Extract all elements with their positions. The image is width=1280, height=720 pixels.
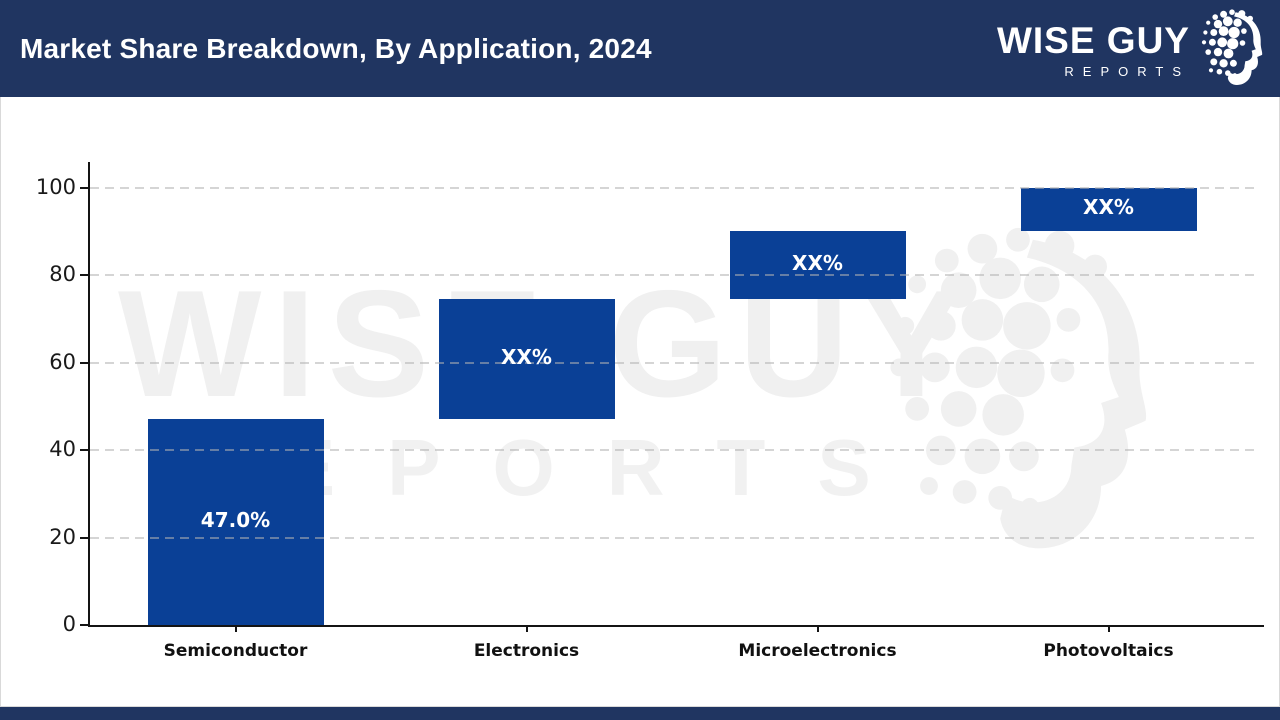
y-axis-tick [80, 449, 90, 451]
face-profile-icon [1201, 9, 1263, 86]
y-axis-tick [80, 536, 90, 539]
header: Market Share Breakdown, By Application, … [0, 0, 1280, 97]
x-axis-tick [816, 625, 819, 632]
logo-subtitle: REPORTS [1064, 63, 1190, 79]
y-axis-tick [80, 624, 90, 626]
bar-photovoltaics [1020, 187, 1197, 232]
gridline-80 [90, 274, 1254, 276]
gridline-40 [90, 449, 1254, 451]
bar-electronics [438, 299, 615, 420]
x-axis-category-label: Semiconductor [163, 641, 308, 661]
bar-microelectronics [729, 231, 906, 300]
bar-value-label: XX% [792, 251, 843, 276]
page-title: Market Share Breakdown, By Application, … [20, 32, 652, 64]
x-axis-category-label: Microelectronics [738, 641, 897, 661]
x-axis-category-label: Photovoltaics [1043, 641, 1174, 661]
bar-value-label: XX% [501, 345, 552, 370]
y-axis-tick [80, 274, 90, 276]
y-axis-tick [80, 186, 90, 189]
y-axis-tick-label: 40 [49, 437, 76, 461]
x-axis-tick [234, 625, 237, 632]
y-axis-tick-label: 60 [49, 349, 76, 374]
bar-value-label: 47.0% [200, 508, 271, 533]
bar-semiconductor [147, 419, 324, 625]
x-axis-tick [525, 625, 528, 632]
logo-name: WISE GUY [996, 19, 1190, 61]
bar-value-label: XX% [1083, 195, 1134, 220]
wise-guy-logo: WISE GUY REPORTS [997, 8, 1270, 92]
y-axis-line [88, 162, 90, 627]
y-axis-tick-label: 20 [49, 524, 76, 549]
gridline-60 [90, 361, 1254, 364]
y-axis-tick-label: 80 [49, 262, 76, 286]
y-axis-tick [80, 361, 90, 364]
x-axis-category-label: Electronics [473, 641, 580, 661]
gridline-20 [90, 536, 1254, 539]
y-axis-tick-label: 0 [62, 612, 76, 636]
x-axis-line [88, 625, 1264, 627]
logo-text: WISE GUY REPORTS [997, 22, 1190, 79]
x-axis-tick [1107, 625, 1110, 632]
footer-bar [0, 707, 1280, 720]
y-axis-tick-label: 100 [35, 174, 76, 199]
gridline-100 [90, 186, 1254, 189]
